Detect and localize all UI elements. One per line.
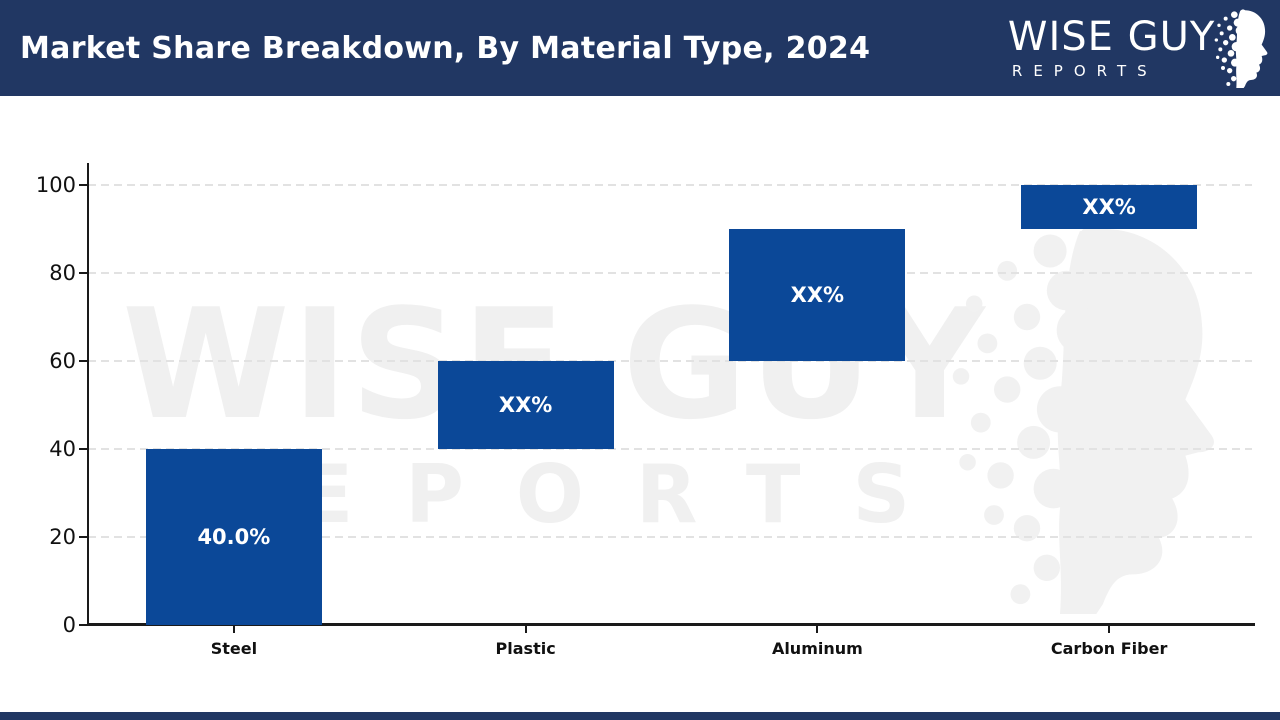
gridline-80 <box>88 272 1252 274</box>
x-tick-label-plastic: Plastic <box>495 639 556 658</box>
y-tick-mark <box>79 360 87 362</box>
x-axis-spine <box>87 623 1255 626</box>
x-tick-mark <box>524 626 527 633</box>
plot-area: WISE GUY REPORTS 0 20 40 60 80 100 Steel Plasti… <box>0 96 1280 712</box>
gridline-60 <box>88 360 1252 362</box>
gridline-100 <box>88 184 1252 186</box>
y-axis-spine <box>87 163 89 625</box>
y-tick-mark <box>79 272 87 274</box>
watermark-head-icon <box>952 224 1214 614</box>
x-tick-mark <box>816 626 819 633</box>
y-tick-mark <box>79 184 87 186</box>
x-tick-mark <box>1108 626 1111 633</box>
footer-bar <box>0 712 1280 720</box>
wiseguy-logo-text: WISE GUY REPORTS <box>1008 17 1215 80</box>
x-tick-label-aluminum: Aluminum <box>771 639 863 658</box>
x-tick-mark <box>232 626 235 633</box>
gridline-20 <box>88 536 1252 538</box>
header: Market Share Breakdown, By Material Type… <box>0 0 1280 96</box>
bar-aluminum: XX% <box>729 229 906 361</box>
logo-wordmark: WISE GUY <box>1007 13 1216 60</box>
logo-subtitle: REPORTS <box>1011 61 1158 80</box>
y-tick-mark <box>79 624 87 626</box>
bar-value-label: 40.0% <box>197 525 271 549</box>
y-tick-mark <box>79 448 87 450</box>
bar-value-label: XX% <box>498 393 553 417</box>
gridline-40 <box>88 448 1252 450</box>
y-tick-label: 20 <box>49 525 76 549</box>
bar-value-label: XX% <box>1082 195 1136 219</box>
y-tick-label: 100 <box>35 173 76 197</box>
x-tick-label-carbon-fiber: Carbon Fiber <box>1050 639 1168 658</box>
x-tick-label-steel: Steel <box>210 639 258 658</box>
bar-carbon-fiber: XX% <box>1021 185 1198 229</box>
page-title: Market Share Breakdown, By Material Type… <box>20 30 871 66</box>
wiseguy-logo: WISE GUY REPORTS <box>1008 8 1270 88</box>
y-tick-label: 40 <box>49 437 76 461</box>
y-tick-label: 60 <box>49 349 76 373</box>
bar-value-label: XX% <box>790 283 845 307</box>
y-tick-mark <box>79 536 87 538</box>
bar-plastic: XX% <box>437 361 614 449</box>
bar-steel: 40.0% <box>145 449 322 625</box>
y-tick-label: 80 <box>49 261 76 285</box>
wiseguy-head-icon <box>1215 9 1268 88</box>
y-tick-label: 0 <box>62 613 76 637</box>
